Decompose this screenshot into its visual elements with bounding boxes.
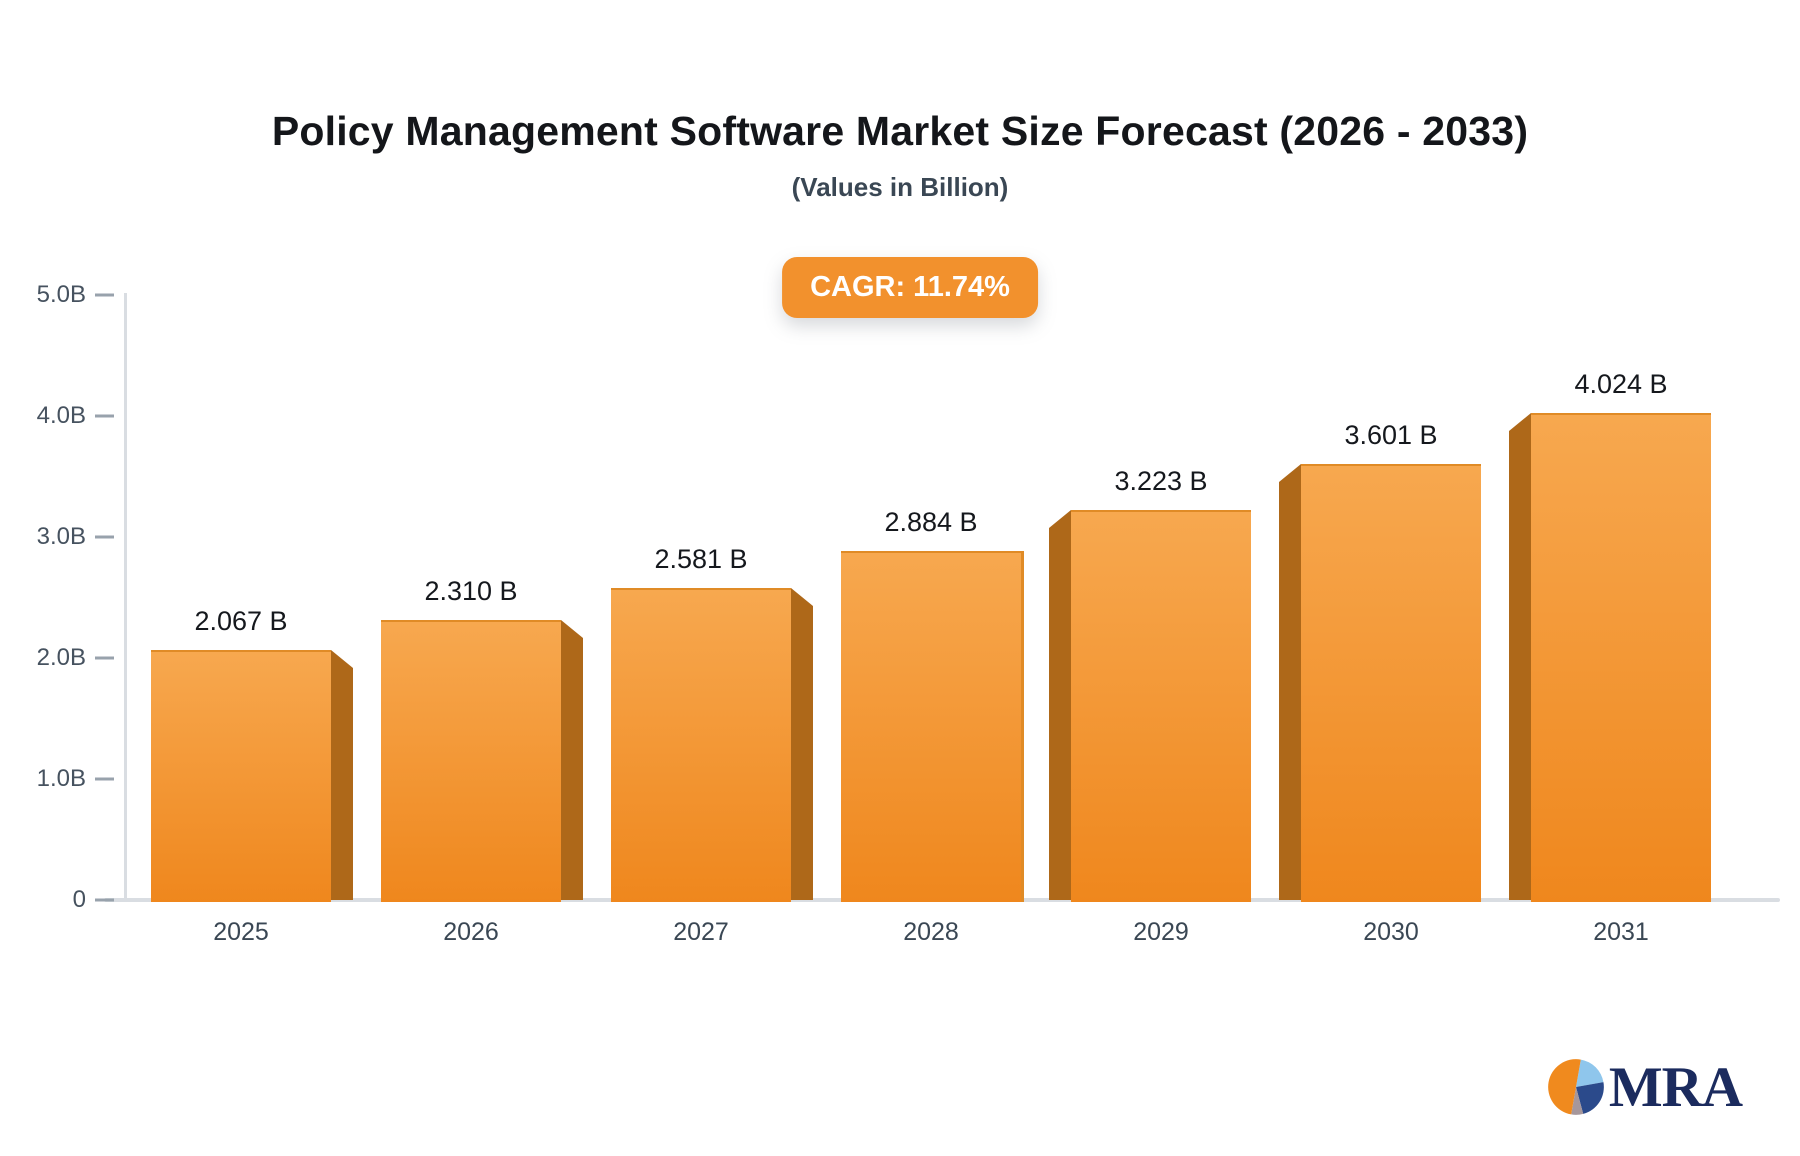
bar-value-label: 2.581 B xyxy=(654,544,748,574)
brand-text: MRA xyxy=(1608,1055,1743,1119)
y-axis-tick-label: 0 xyxy=(72,886,86,913)
pie-chart-logo-icon xyxy=(1548,1059,1604,1115)
y-axis-tick-mark xyxy=(95,777,114,781)
bar-2029 xyxy=(1071,510,1251,902)
bar-2025 xyxy=(151,650,331,902)
bar-2026 xyxy=(381,620,561,902)
y-axis-tick-mark xyxy=(95,898,114,902)
brand-logo: MRA xyxy=(1547,1055,1743,1119)
x-axis-label-2027: 2027 xyxy=(673,918,729,946)
y-axis-tick-label: 5.0B xyxy=(36,281,86,308)
bar-2027 xyxy=(611,588,791,902)
x-axis-label-2029: 2029 xyxy=(1133,918,1189,946)
bar-value-label: 2.884 B xyxy=(884,507,978,537)
bar-3d-side-2031 xyxy=(1509,413,1531,900)
bar-3d-side-2025 xyxy=(331,650,353,900)
bar-3d-side-2030 xyxy=(1279,464,1301,900)
y-axis-tick-label: 2.0B xyxy=(36,644,86,671)
bar-value-label: 2.310 B xyxy=(424,576,518,606)
cagr-badge: CAGR: 11.74% xyxy=(782,257,1038,318)
bar-3d-side-2027 xyxy=(791,588,813,900)
bar-2031 xyxy=(1531,413,1711,902)
x-axis-label-2028: 2028 xyxy=(903,918,959,946)
page-subtitle: (Values in Billion) xyxy=(791,172,1009,202)
y-axis-tick-label: 4.0B xyxy=(36,402,86,429)
bar-3d-side-2029 xyxy=(1049,510,1071,900)
bar-value-label: 2.067 B xyxy=(194,606,288,636)
pie-slice-navy xyxy=(1575,1082,1604,1114)
x-axis-label-2030: 2030 xyxy=(1363,918,1419,946)
y-axis-tick-mark xyxy=(95,535,114,539)
x-axis-label-2025: 2025 xyxy=(213,918,269,946)
bar-value-label: 3.223 B xyxy=(1114,466,1208,496)
y-axis-line xyxy=(124,293,127,902)
y-axis-tick-mark xyxy=(95,414,114,418)
bar-value-label: 3.601 B xyxy=(1344,420,1438,450)
bar-value-label: 4.024 B xyxy=(1574,369,1668,399)
y-axis-tick-label: 3.0B xyxy=(36,523,86,550)
y-axis-tick-mark xyxy=(95,656,114,660)
bar-2030 xyxy=(1301,464,1481,902)
x-axis-label-2031: 2031 xyxy=(1593,918,1649,946)
x-axis-label-2026: 2026 xyxy=(443,918,499,946)
page-title: Policy Management Software Market Size F… xyxy=(271,108,1529,154)
y-axis-tick-label: 1.0B xyxy=(36,765,86,792)
y-axis-tick-mark xyxy=(95,293,114,297)
pie-slice-gray xyxy=(1571,1087,1584,1115)
pie-slice-light-blue xyxy=(1575,1059,1604,1087)
bar-2028 xyxy=(841,551,1024,902)
bar-3d-side-2026 xyxy=(561,620,583,900)
pie-slice-orange xyxy=(1548,1059,1581,1115)
